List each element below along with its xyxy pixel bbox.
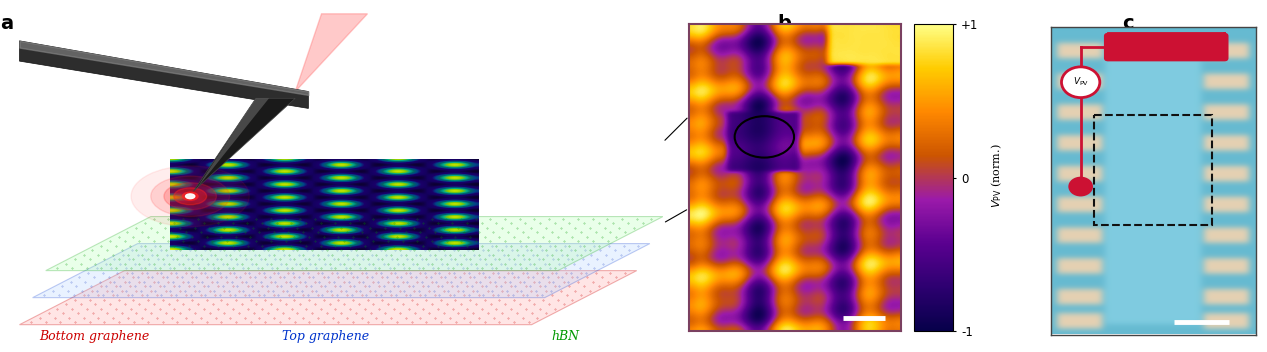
Circle shape [151, 176, 229, 216]
Polygon shape [33, 244, 650, 298]
Text: $V_\mathrm{PV}$ (norm.): $V_\mathrm{PV}$ (norm.) [990, 144, 1003, 208]
Polygon shape [19, 41, 308, 108]
Text: Top graphene: Top graphene [283, 330, 369, 343]
Polygon shape [46, 216, 663, 271]
Circle shape [182, 192, 198, 200]
Polygon shape [195, 98, 269, 190]
Text: c: c [1123, 14, 1134, 33]
Circle shape [174, 188, 207, 205]
Circle shape [185, 194, 195, 199]
Polygon shape [194, 98, 295, 191]
Text: a: a [0, 14, 13, 33]
Text: hBN: hBN [551, 330, 579, 343]
Circle shape [163, 183, 217, 210]
Text: Bottom graphene: Bottom graphene [39, 330, 150, 343]
Polygon shape [19, 271, 637, 325]
Polygon shape [295, 14, 367, 92]
Circle shape [131, 166, 250, 227]
Text: b: b [777, 14, 791, 33]
